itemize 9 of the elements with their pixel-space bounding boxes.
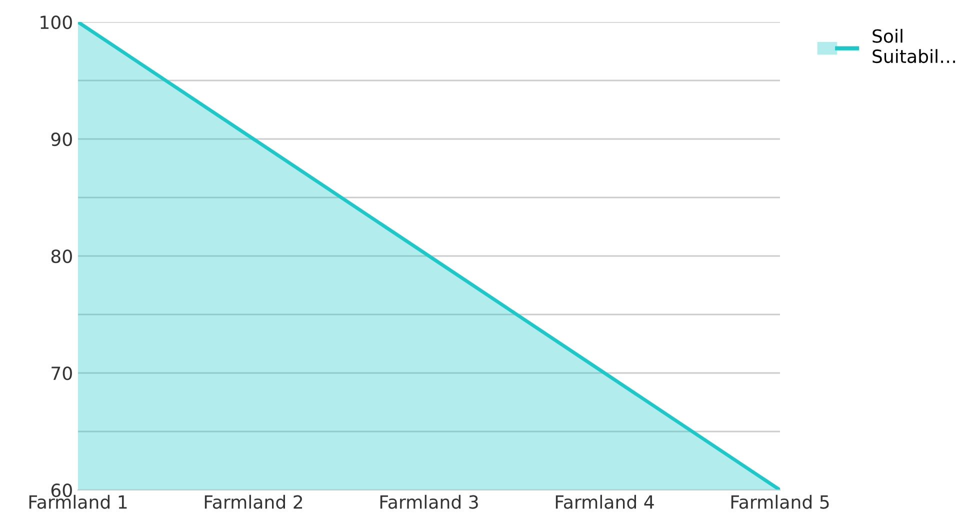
legend-label: Soil Suitabil… xyxy=(872,28,956,64)
y-tick-label: 90 xyxy=(51,132,72,146)
y-tick-label: 100 xyxy=(40,15,72,30)
x-tick-label: Farmland 2 xyxy=(204,494,302,509)
x-tick-label: Farmland 3 xyxy=(380,494,478,509)
y-tick-label: 70 xyxy=(52,366,72,380)
x-tick-label: Farmland 4 xyxy=(556,494,654,509)
y-tick-label: 80 xyxy=(51,249,72,264)
x-tick-label: Farmland 5 xyxy=(731,494,829,509)
